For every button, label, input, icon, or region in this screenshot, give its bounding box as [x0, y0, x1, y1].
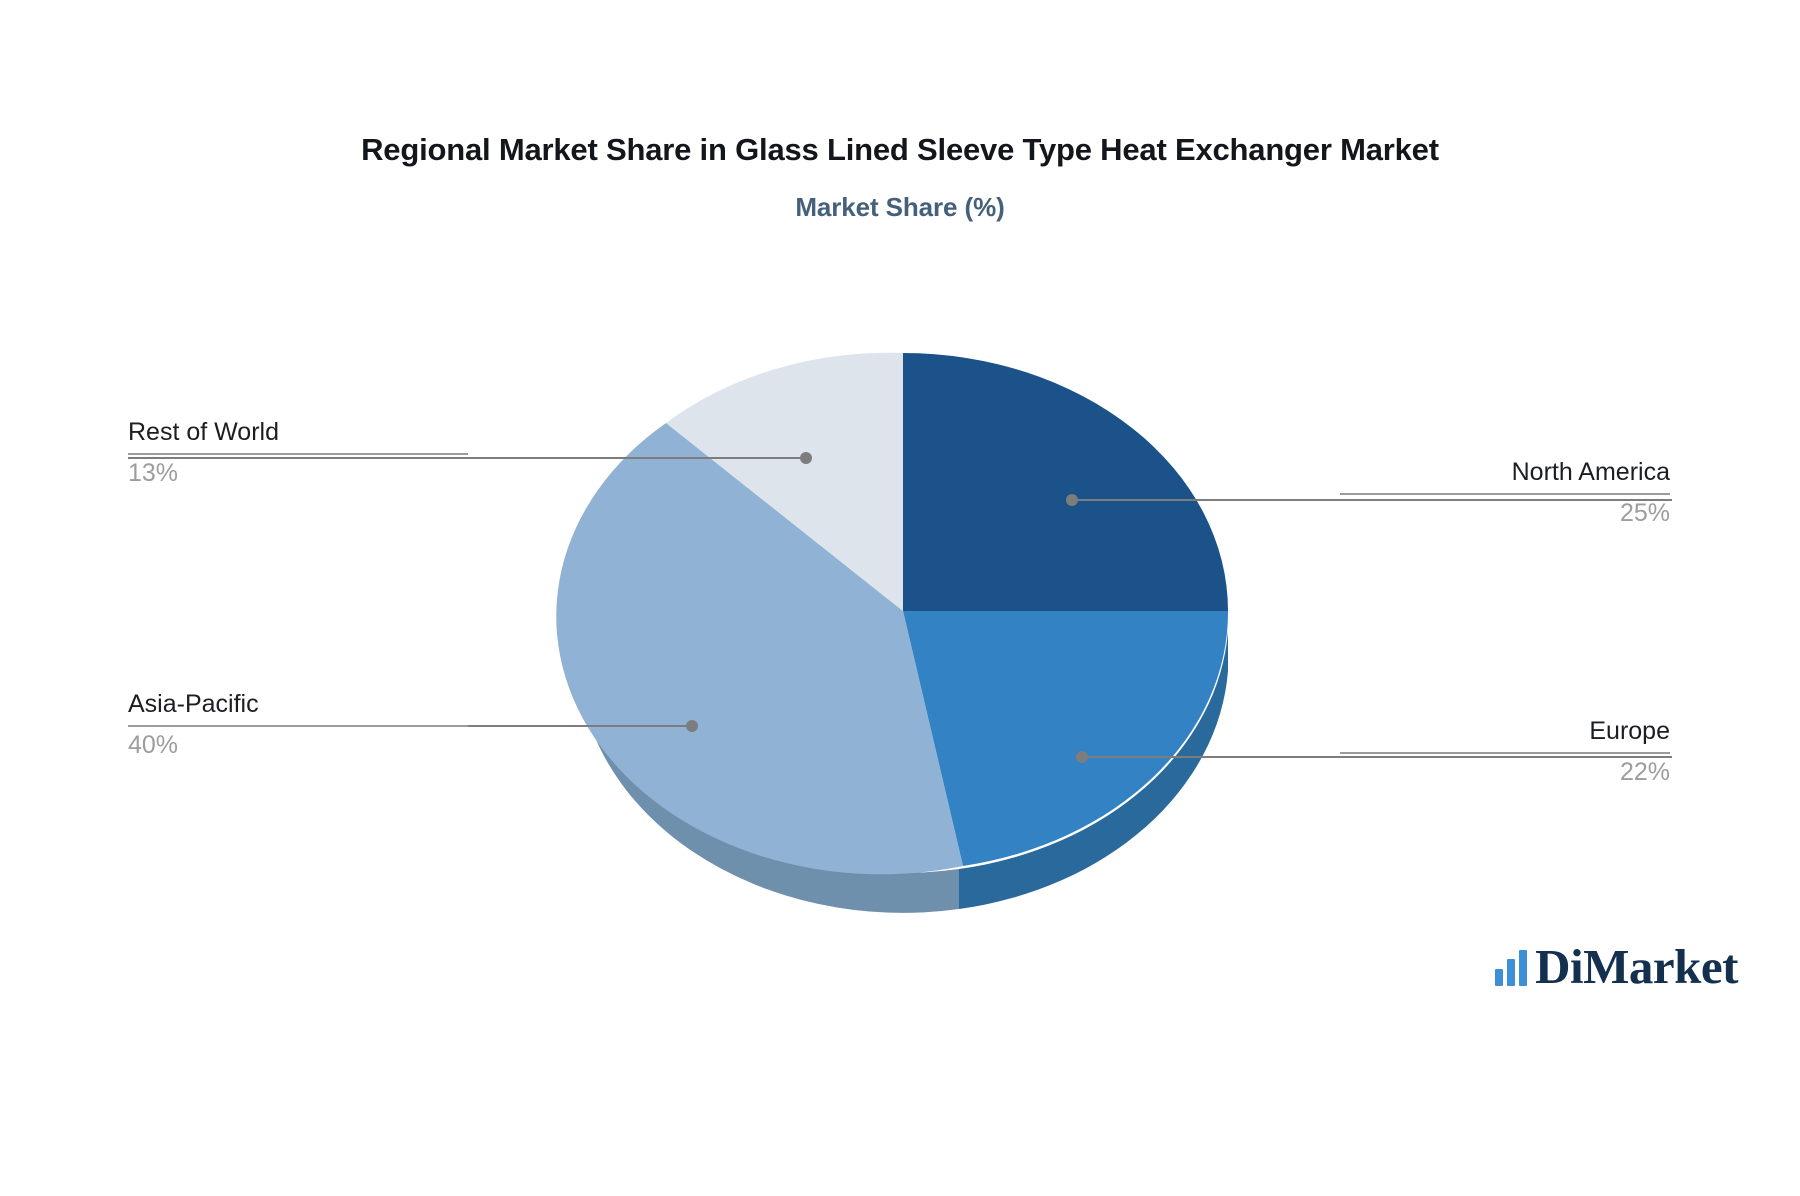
slice-rest-of-world[interactable] — [666, 352, 903, 611]
callout-rule-europe — [1340, 751, 1670, 754]
callout-value-europe: 22% — [1619, 757, 1670, 786]
leader-dot-asia-pacific — [686, 720, 698, 732]
callout-label-rest-of-world: Rest of World — [128, 418, 279, 446]
slice-europe[interactable] — [903, 611, 1229, 866]
bar-chart-icon — [1495, 948, 1528, 986]
leader-dot-rest-of-world — [800, 452, 812, 464]
leader-dot-north-america — [1066, 494, 1078, 506]
callout-rule-asia-pacific — [128, 724, 468, 727]
callout-value-rest-of-world: 13% — [128, 458, 179, 487]
slice-north-america[interactable] — [903, 353, 1228, 611]
brand-name: DiMarket — [1535, 939, 1738, 994]
pie-slices — [556, 352, 1229, 875]
page-title: Regional Market Share in Glass Lined Sle… — [361, 132, 1439, 167]
callout-label-north-america: North America — [1511, 458, 1670, 486]
slice-asia-pacific[interactable] — [556, 423, 963, 875]
callout-rest-of-world: Rest of World 13% — [128, 418, 468, 488]
brand-logo: DiMarket — [1495, 942, 1738, 991]
callout-asia-pacific: Asia-Pacific 40% — [128, 690, 468, 760]
callout-rule-rest-of-world — [128, 452, 468, 455]
callout-rule-north-america — [1340, 492, 1670, 495]
leader-dot-europe — [1076, 751, 1088, 763]
callout-label-asia-pacific: Asia-Pacific — [128, 690, 259, 718]
callout-label-europe: Europe — [1589, 717, 1670, 745]
callout-europe: Europe 22% — [1340, 717, 1670, 787]
callout-north-america: North America 25% — [1340, 458, 1670, 528]
callout-value-asia-pacific: 40% — [128, 730, 179, 759]
slice-side-europe — [959, 631, 1228, 909]
callout-value-north-america: 25% — [1619, 498, 1670, 527]
chart-subtitle: Market Share (%) — [795, 192, 1005, 222]
